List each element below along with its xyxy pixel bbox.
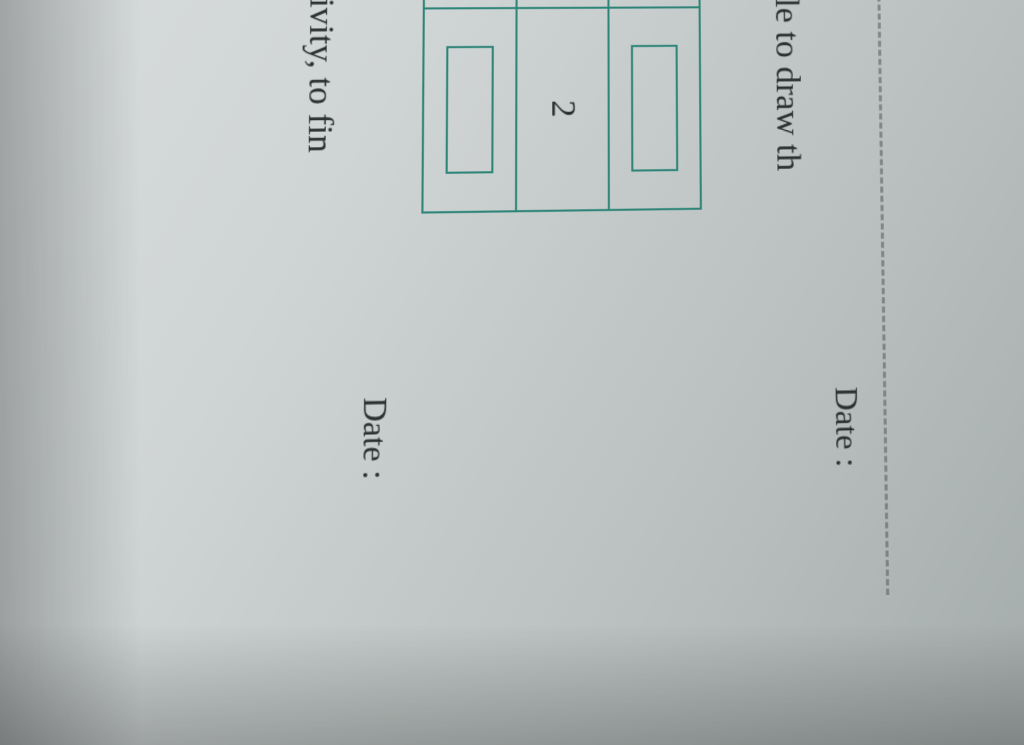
cell-y-2: 2 bbox=[516, 8, 609, 212]
activity-4-line-2: f k, if 52 k4 = 6. bbox=[190, 0, 288, 745]
blank-box bbox=[631, 45, 678, 172]
activity-4-date-label: Date : bbox=[349, 397, 395, 745]
table-row: x −3 bbox=[608, 0, 701, 210]
activity-2-equation-line: e equation 2x + 3y = 12. bbox=[716, 0, 766, 745]
activity-2-table: x −3 y 2 (x, y) bbox=[421, 0, 702, 214]
separator-dashes bbox=[873, 0, 889, 595]
page-surface: ctivity 2 Date : omplete the following t… bbox=[0, 0, 917, 745]
blank-box bbox=[446, 46, 494, 174]
activity-2-line-1: omplete the following table to draw th bbox=[760, 0, 821, 745]
table-row: y 2 bbox=[516, 0, 609, 211]
table-row: (x, y) bbox=[423, 0, 518, 213]
activity-4-line-1: omplete the following activity, to fin bbox=[283, 0, 349, 745]
cell-x-2 bbox=[609, 7, 701, 210]
cell-xy-2 bbox=[423, 8, 517, 212]
